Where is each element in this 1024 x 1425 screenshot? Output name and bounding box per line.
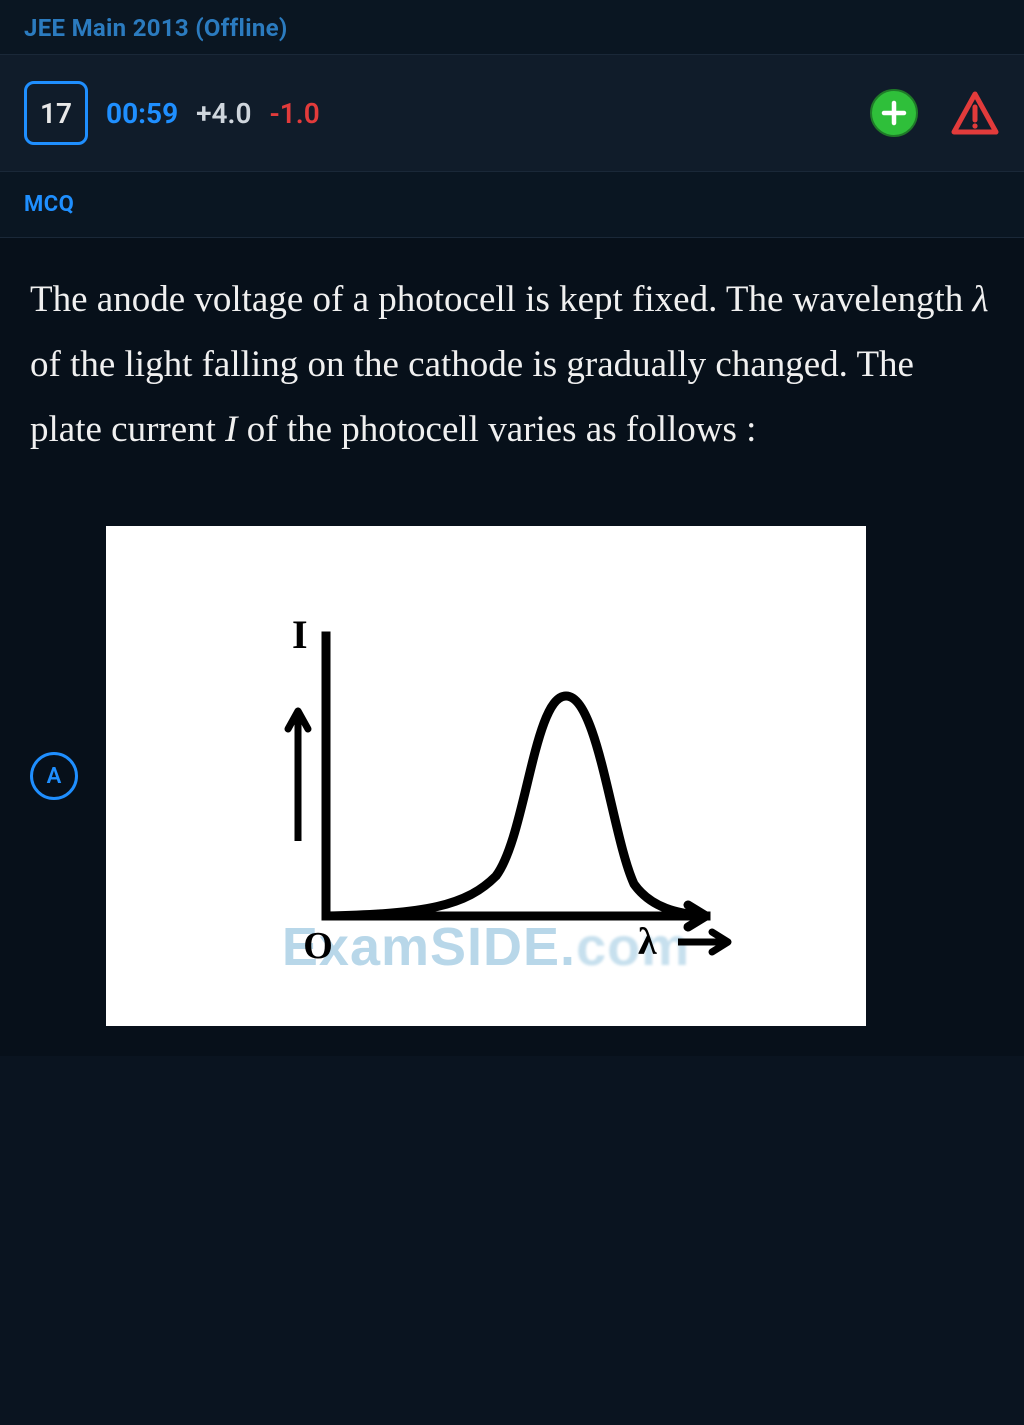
option-bubble-a[interactable]: A [30,752,78,800]
svg-text:I: I [292,612,308,657]
negative-marks: -1.0 [270,97,320,130]
question-number-box[interactable]: 17 [24,81,88,145]
option-letter: A [47,764,62,789]
positive-marks: +4.0 [196,97,251,130]
options-area: A ExamSIDE.com IOλ [0,496,1024,1056]
question-type-row: MCQ [0,172,1024,238]
add-button[interactable] [870,89,918,137]
report-button[interactable] [950,90,1000,136]
svg-text:λ: λ [638,921,657,963]
option-row-a: A ExamSIDE.com IOλ [30,526,994,1026]
alert-triangle-icon [950,90,1000,136]
exam-title: JEE Main 2013 (Offline) [24,14,1000,42]
svg-text:O: O [303,925,333,967]
plus-icon [881,100,907,126]
exam-header: JEE Main 2013 (Offline) [0,0,1024,55]
timer: 00:59 [106,97,178,130]
score-bar: 17 00:59 +4.0 -1.0 [0,55,1024,172]
option-graph-card[interactable]: ExamSIDE.com IOλ [106,526,866,1026]
question-number: 17 [40,97,72,130]
question-area: The anode voltage of a photocell is kept… [0,238,1024,496]
question-type-label: MCQ [24,192,1000,217]
question-text: The anode voltage of a photocell is kept… [30,268,994,462]
option-graph: I Oλ [226,576,746,976]
